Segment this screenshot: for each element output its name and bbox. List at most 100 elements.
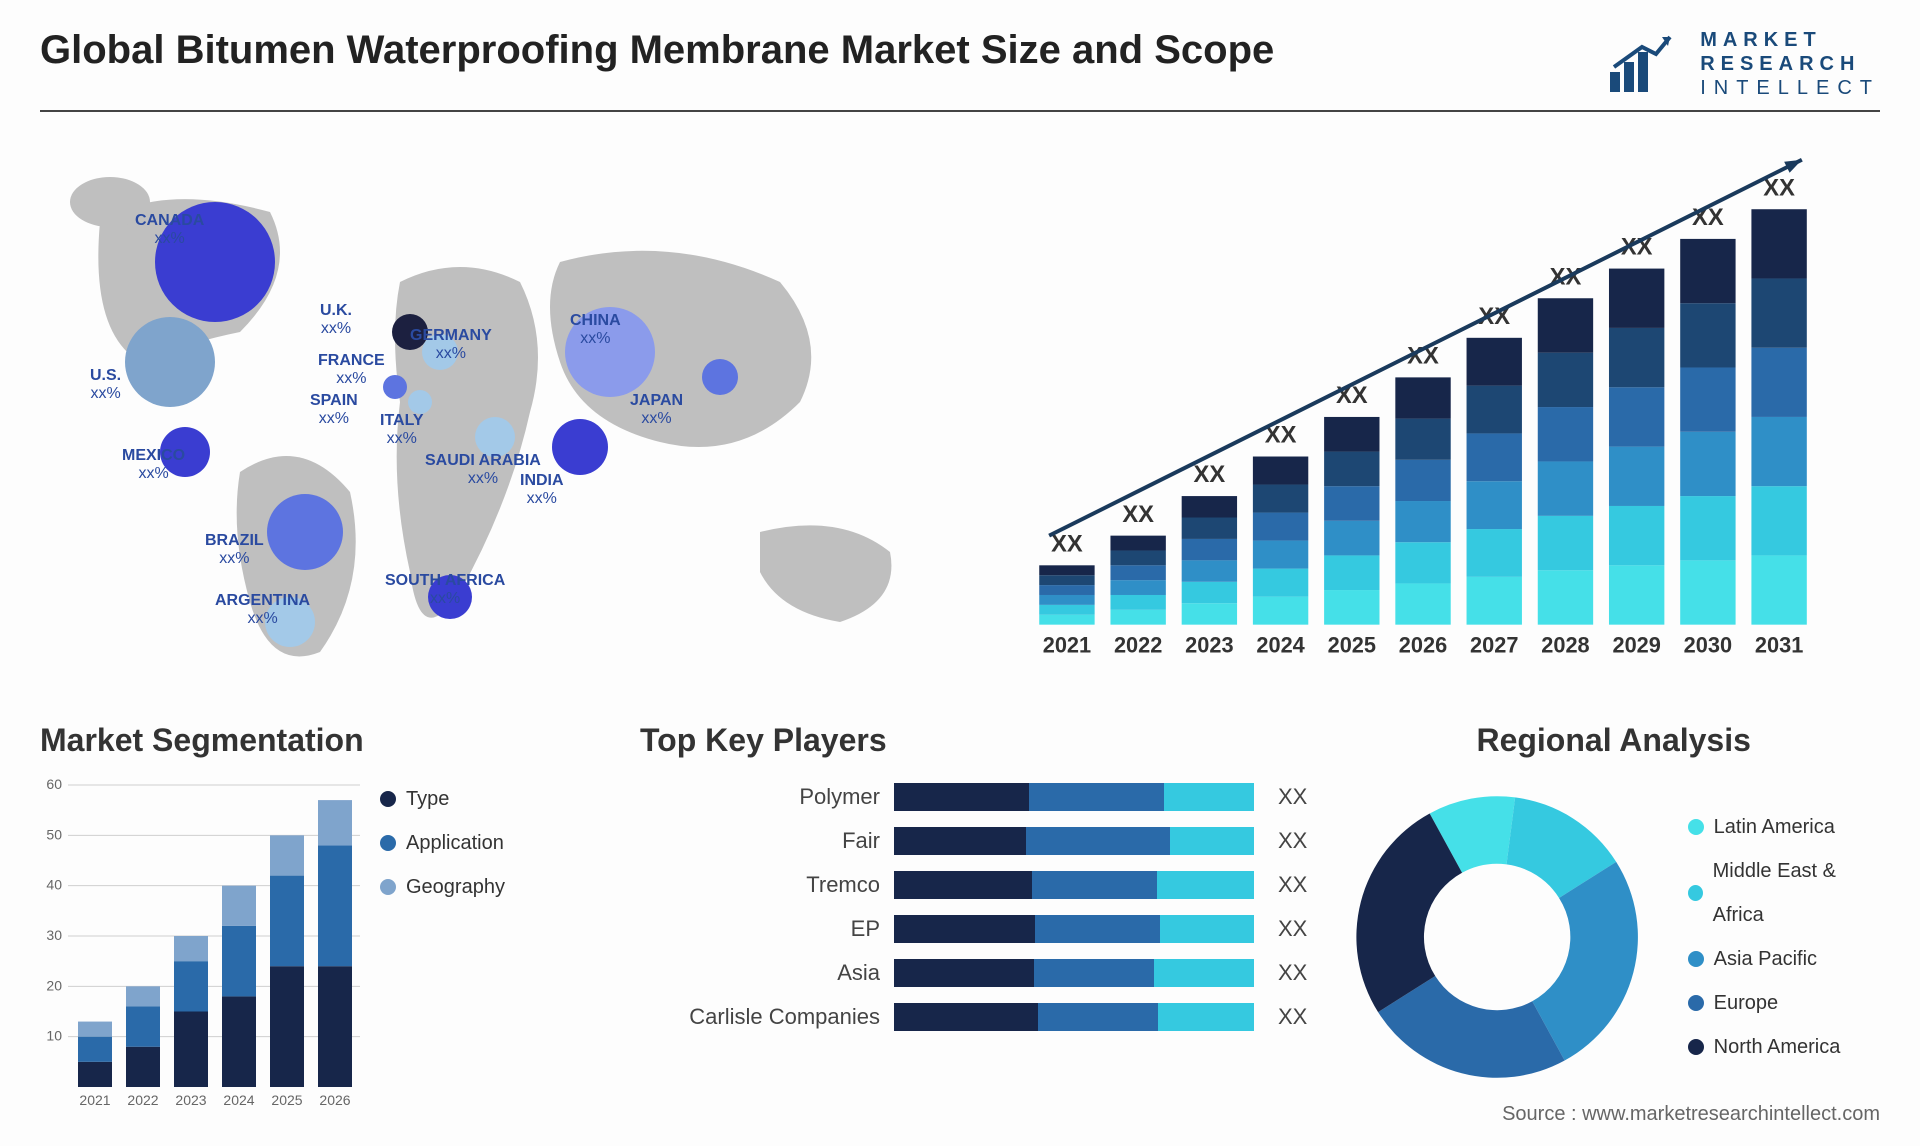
- growth-year-label: 2029: [1612, 632, 1660, 657]
- growth-bar-seg: [1324, 590, 1379, 625]
- growth-bar-seg: [1110, 610, 1165, 625]
- growth-bar-seg: [1538, 461, 1593, 515]
- seg-bar-seg: [78, 1022, 112, 1037]
- growth-bar-seg: [1253, 569, 1308, 597]
- player-bar-seg: [1157, 871, 1254, 899]
- players-panel: Top Key Players PolymerXXFairXXTremcoXXE…: [640, 722, 1307, 1142]
- growth-bar-seg: [1253, 513, 1308, 541]
- player-bar-seg: [1038, 1003, 1158, 1031]
- logo-line2: RESEARCH: [1700, 52, 1880, 76]
- swatch-icon: [1688, 995, 1704, 1011]
- player-name: Fair: [640, 828, 880, 854]
- seg-bar-seg: [78, 1037, 112, 1062]
- segmentation-chart: 102030405060202120222023202420252026: [40, 777, 360, 1117]
- map-label-italy: ITALYxx%: [380, 412, 424, 449]
- map-label-germany: GERMANYxx%: [410, 327, 492, 364]
- seg-ytick: 10: [46, 1028, 62, 1044]
- player-name: EP: [640, 916, 880, 942]
- growth-bar-seg: [1395, 583, 1450, 624]
- seg-ytick: 50: [46, 826, 62, 842]
- player-row: FairXX: [640, 827, 1307, 855]
- growth-bar-top-label: XX: [1336, 383, 1368, 409]
- growth-bar-top-label: XX: [1194, 462, 1226, 488]
- growth-bar-seg: [1609, 387, 1664, 446]
- swatch-icon: [1688, 885, 1703, 901]
- player-bar-seg: [894, 783, 1029, 811]
- regional-donut-svg: [1347, 777, 1647, 1097]
- growth-bar-seg: [1609, 447, 1664, 506]
- player-bar-seg: [1034, 959, 1154, 987]
- swatch-icon: [380, 879, 396, 895]
- growth-bar-seg: [1680, 496, 1735, 560]
- player-bar-seg: [894, 1003, 1038, 1031]
- map-label-france: FRANCExx%: [318, 352, 385, 389]
- regional-legend-item: Europe: [1688, 981, 1880, 1025]
- growth-bar-seg: [1751, 348, 1806, 417]
- seg-bar-seg: [270, 835, 304, 875]
- growth-bar-top-label: XX: [1692, 205, 1724, 231]
- growth-bar-top-label: XX: [1051, 531, 1083, 557]
- growth-bar-seg: [1110, 536, 1165, 551]
- growth-bar-top-label: XX: [1763, 175, 1795, 201]
- logo-icon: [1608, 32, 1688, 96]
- growth-bar-seg: [1467, 386, 1522, 434]
- seg-bar-seg: [270, 966, 304, 1087]
- player-bar-seg: [1158, 1003, 1254, 1031]
- map-label-u-k-: U.K.xx%: [320, 302, 352, 339]
- map-label-u-s-: U.S.xx%: [90, 367, 121, 404]
- growth-bar-seg: [1609, 328, 1664, 387]
- world-map-panel: CANADAxx%U.S.xx%MEXICOxx%BRAZILxx%ARGENT…: [40, 132, 940, 692]
- seg-year-label: 2025: [271, 1092, 302, 1108]
- swatch-icon: [1688, 1039, 1704, 1055]
- player-value: XX: [1278, 960, 1307, 986]
- player-bar-seg: [1154, 959, 1254, 987]
- growth-year-label: 2027: [1470, 632, 1518, 657]
- growth-bar-seg: [1039, 565, 1094, 575]
- player-bar-seg: [1170, 827, 1254, 855]
- seg-ytick: 60: [46, 777, 62, 792]
- player-value: XX: [1278, 916, 1307, 942]
- growth-bar-seg: [1110, 595, 1165, 610]
- growth-year-label: 2031: [1755, 632, 1803, 657]
- player-name: Asia: [640, 960, 880, 986]
- seg-ytick: 30: [46, 927, 62, 943]
- seg-bar-seg: [174, 961, 208, 1011]
- growth-bar-seg: [1253, 597, 1308, 625]
- players-list: PolymerXXFairXXTremcoXXEPXXAsiaXXCarlisl…: [640, 777, 1307, 1031]
- player-bar: [894, 783, 1254, 811]
- regional-legend-item: North America: [1688, 1025, 1880, 1069]
- seg-year-label: 2021: [79, 1092, 110, 1108]
- player-name: Carlisle Companies: [640, 1004, 880, 1030]
- map-label-south-africa: SOUTH AFRICAxx%: [385, 572, 505, 609]
- growth-bar-seg: [1039, 585, 1094, 595]
- player-value: XX: [1278, 1004, 1307, 1030]
- regional-legend-item: Asia Pacific: [1688, 937, 1880, 981]
- source-label: Source : www.marketresearchintellect.com: [1502, 1103, 1880, 1126]
- growth-bar-seg: [1680, 432, 1735, 496]
- growth-bar-seg: [1538, 570, 1593, 624]
- growth-bar-seg: [1395, 501, 1450, 542]
- seg-bar-seg: [78, 1062, 112, 1087]
- growth-bar-seg: [1253, 485, 1308, 513]
- seg-legend-label: Application: [406, 821, 504, 865]
- growth-bar-seg: [1538, 353, 1593, 407]
- player-bar: [894, 959, 1254, 987]
- growth-bar-seg: [1751, 555, 1806, 624]
- swatch-icon: [1688, 951, 1704, 967]
- seg-bar-seg: [222, 926, 256, 996]
- growth-chart-svg: 2021XX2022XX2023XX2024XX2025XX2026XX2027…: [970, 132, 1880, 692]
- growth-bar-seg: [1253, 541, 1308, 569]
- swatch-icon: [1688, 819, 1704, 835]
- seg-ytick: 20: [46, 977, 62, 993]
- seg-bar-seg: [126, 986, 160, 1006]
- growth-bar-seg: [1680, 239, 1735, 303]
- growth-bar-seg: [1680, 560, 1735, 624]
- seg-bar-seg: [126, 1047, 160, 1087]
- growth-bar-seg: [1538, 407, 1593, 461]
- segmentation-svg: 102030405060202120222023202420252026: [40, 777, 360, 1117]
- growth-bar-seg: [1538, 516, 1593, 570]
- map-label-brazil: BRAZILxx%: [205, 532, 264, 569]
- seg-bar-seg: [126, 1006, 160, 1046]
- seg-ytick: 40: [46, 877, 62, 893]
- player-name: Polymer: [640, 784, 880, 810]
